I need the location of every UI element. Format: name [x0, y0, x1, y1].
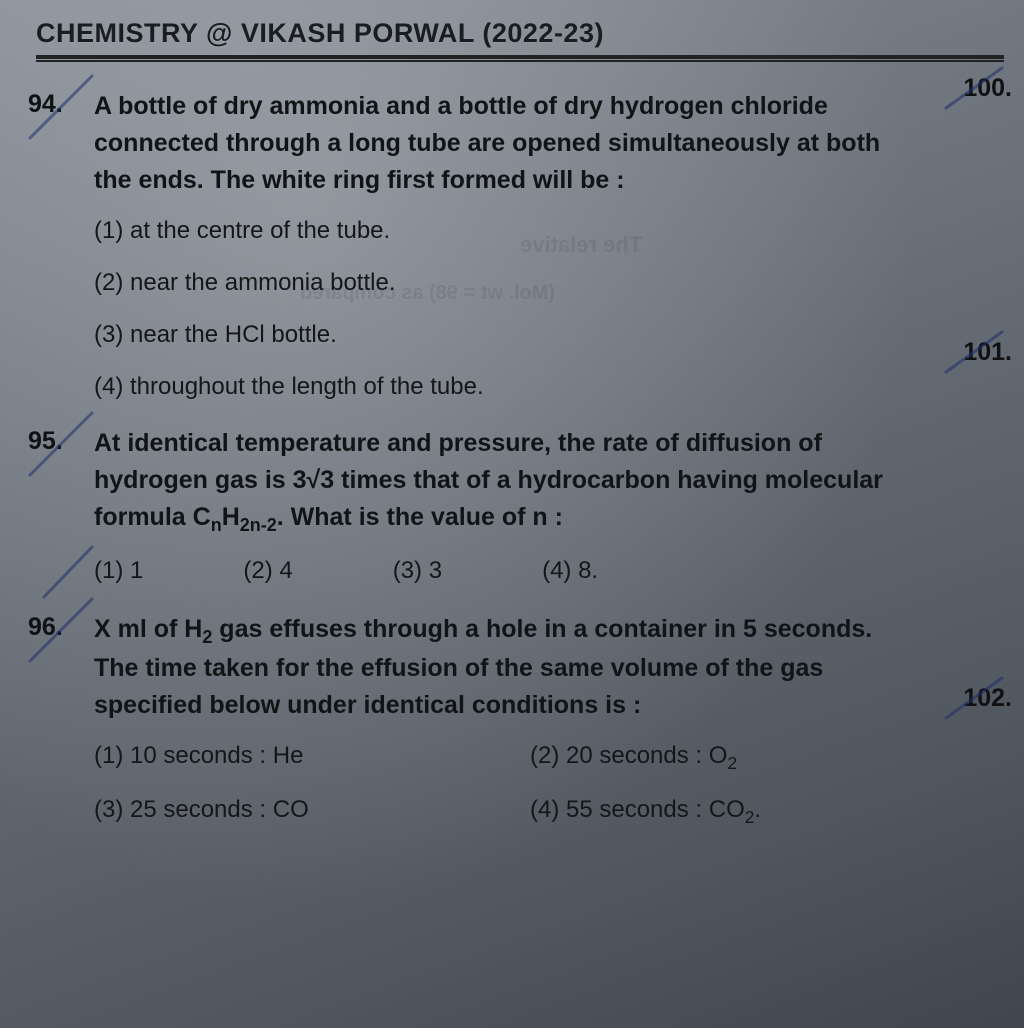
question-text: A bottle of dry ammonia and a bottle of … — [94, 88, 1004, 199]
option-2: (2) near the ammonia bottle. — [94, 269, 1004, 297]
option-4: (4) 55 seconds : CO2. — [530, 796, 910, 828]
question-95: 95. At identical temperature and pressur… — [28, 425, 1004, 585]
question-number: 96. — [28, 611, 94, 642]
option-1: (1) at the centre of the tube. — [94, 217, 1004, 245]
option-1: (1) 10 seconds : He — [94, 742, 474, 774]
option-3: (3) 3 — [393, 557, 442, 585]
question-text: At identical temperature and pressure, t… — [94, 425, 1004, 539]
next-qnum-102: 102. — [963, 684, 1012, 713]
question-number: 95. — [28, 425, 94, 456]
next-qnum-100: 100. — [963, 74, 1012, 103]
option-2: (2) 20 seconds : O2 — [530, 742, 910, 774]
options-list: (1) at the centre of the tube. (2) near … — [94, 217, 1004, 401]
question-text: X ml of H2 gas effuses through a hole in… — [94, 611, 1004, 725]
option-2: (2) 4 — [243, 557, 292, 585]
option-3: (3) near the HCl bottle. — [94, 321, 1004, 349]
option-4: (4) 8. — [542, 557, 598, 585]
question-94: 94. A bottle of dry ammonia and a bottle… — [28, 88, 1004, 401]
option-3: (3) 25 seconds : CO — [94, 796, 474, 828]
qnum-label: 95. — [28, 427, 63, 455]
question-96: 96. X ml of H2 gas effuses through a hol… — [28, 611, 1004, 828]
options-list: (1) 1 (2) 4 (3) 3 (4) 8. — [94, 557, 1004, 585]
page: CHEMISTRY @ VIKASH PORWAL (2022-23) 100.… — [0, 0, 1024, 1028]
next-qnum-101: 101. — [963, 338, 1012, 367]
qnum-label: 96. — [28, 613, 63, 641]
option-1: (1) 1 — [94, 557, 143, 585]
options-list: (1) 10 seconds : He (2) 20 seconds : O2 … — [94, 742, 1004, 828]
question-number: 94. — [28, 88, 94, 119]
header-rule — [36, 55, 1004, 62]
option-4: (4) throughout the length of the tube. — [94, 373, 1004, 401]
qnum-label: 94. — [28, 90, 63, 118]
page-title: CHEMISTRY @ VIKASH PORWAL (2022-23) — [28, 18, 1004, 49]
